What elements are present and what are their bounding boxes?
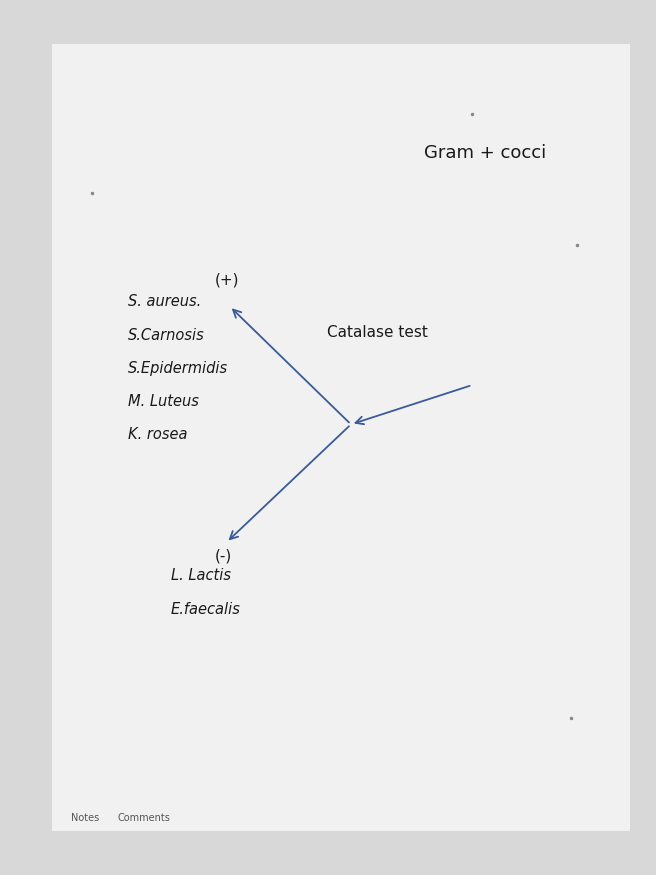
Text: Catalase test: Catalase test — [327, 325, 428, 340]
Text: K. rosea: K. rosea — [128, 427, 188, 443]
Text: Gram + cocci: Gram + cocci — [424, 144, 546, 162]
Text: Comments: Comments — [118, 813, 171, 823]
Text: (+): (+) — [215, 272, 239, 288]
Text: S.Carnosis: S.Carnosis — [128, 327, 205, 343]
Text: S. aureus.: S. aureus. — [128, 294, 201, 310]
Text: M. Luteus: M. Luteus — [128, 394, 199, 410]
Text: S.Epidermidis: S.Epidermidis — [128, 360, 228, 376]
Text: E.faecalis: E.faecalis — [171, 601, 241, 617]
Text: L. Lactis: L. Lactis — [171, 568, 230, 584]
Text: (-): (-) — [215, 548, 232, 564]
Bar — [52, 44, 630, 831]
Text: Notes: Notes — [71, 813, 100, 823]
